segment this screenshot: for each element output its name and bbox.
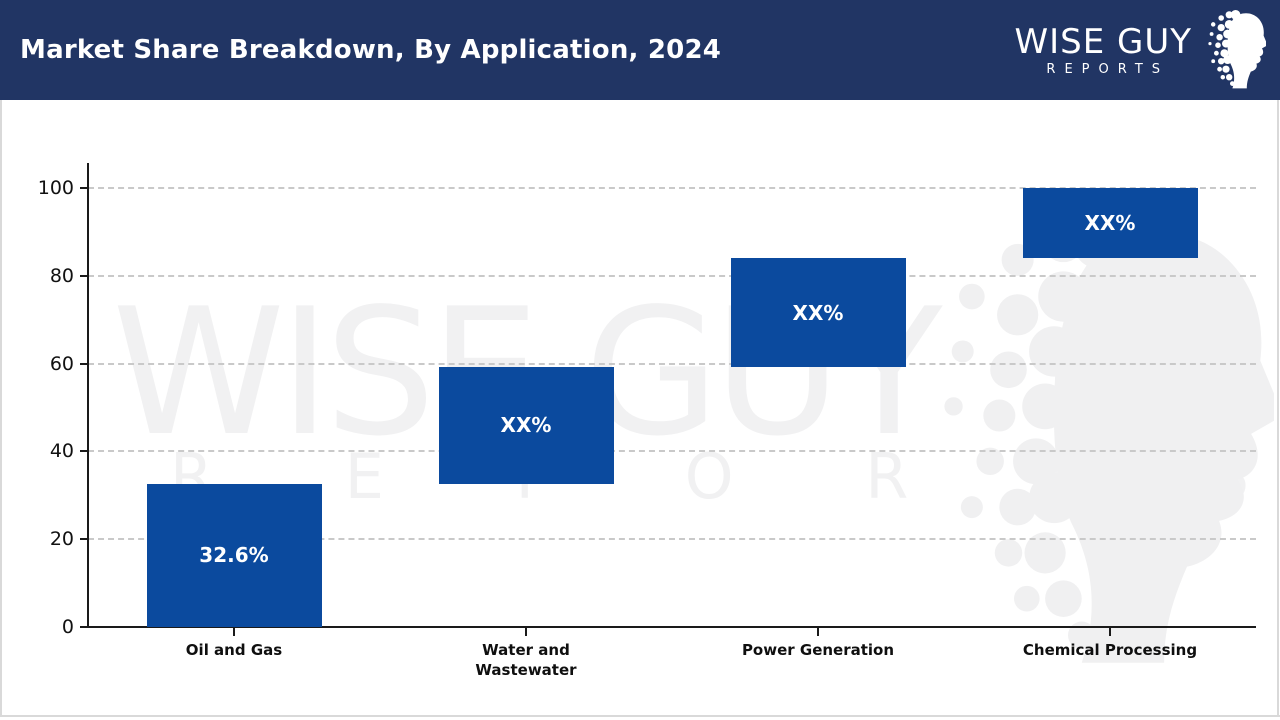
x-tick-label-oil-and-gas: Oil and Gas (185, 641, 283, 659)
y-tick-label: 0 (61, 616, 74, 638)
bar-value-label: XX% (1084, 211, 1136, 236)
gridline-60 (88, 362, 1256, 365)
dotted-head-icon (1208, 10, 1266, 89)
gridline-100 (88, 187, 1256, 189)
y-tick-mark (80, 187, 87, 189)
page-border-right (1277, 100, 1279, 717)
bar-water-and-wastewater: XX% (438, 367, 614, 484)
bar-value-label: XX% (500, 413, 552, 438)
x-tick-mark (525, 628, 527, 636)
bar-value-label: XX% (792, 300, 844, 325)
page-border-bottom (0, 715, 1280, 717)
brand-logo-text: WISE GUY REPORTS (1014, 25, 1192, 76)
gridline-40 (88, 450, 1256, 453)
brand-logo: WISE GUY REPORTS (1014, 0, 1266, 100)
y-tick-label: 100 (37, 177, 74, 199)
chart-area: 0 20 40 60 80 100 32.6% Oil and Gas XX% Water and… (0, 100, 1280, 720)
brand-name: WISE GUY (1014, 21, 1192, 62)
bar-oil-and-gas: 32.6% (146, 483, 322, 627)
y-tick-mark (80, 274, 87, 277)
gridline-20 (88, 538, 1256, 541)
y-tick-label: 60 (49, 352, 74, 375)
y-tick-mark (80, 450, 87, 453)
watermark-head-icon (944, 214, 1274, 663)
y-tick-label: 20 (49, 528, 74, 551)
x-tick-label-chemical-processing: Chemical Processing (1022, 641, 1198, 659)
y-tick-label: 40 (49, 440, 74, 463)
page-title: Market Share Breakdown, By Application, … (20, 35, 722, 65)
x-axis-line (87, 626, 1256, 628)
x-tick-label-power-generation: Power Generation (741, 641, 895, 659)
page-border-left (0, 100, 2, 717)
x-tick-mark (817, 628, 819, 636)
x-tick-label-water-and-wastewater: Water and Wastewater (475, 641, 577, 679)
bar-power-generation: XX% (730, 258, 906, 368)
x-tick-mark (233, 628, 235, 636)
gridline-80 (88, 274, 1256, 277)
y-axis-line (87, 163, 89, 628)
bar-value-label: 32.6% (199, 543, 269, 568)
y-tick-mark (80, 362, 87, 365)
brand-subname: REPORTS (1046, 61, 1170, 77)
y-tick-mark (80, 538, 87, 541)
x-tick-mark (1109, 628, 1111, 636)
y-tick-mark (80, 626, 87, 628)
y-tick-label: 80 (49, 264, 74, 287)
bar-chemical-processing: XX% (1022, 188, 1198, 259)
header-bar: Market Share Breakdown, By Application, … (0, 0, 1280, 100)
